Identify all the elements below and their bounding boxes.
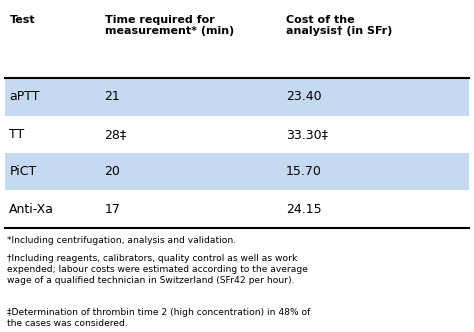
Bar xyxy=(5,78,469,116)
Bar xyxy=(5,116,469,153)
Text: aPTT: aPTT xyxy=(9,90,40,103)
Text: 21: 21 xyxy=(105,90,120,103)
Text: *Including centrifugation, analysis and validation.: *Including centrifugation, analysis and … xyxy=(7,236,236,245)
Text: 17: 17 xyxy=(105,203,120,215)
Text: 24.15: 24.15 xyxy=(286,203,321,215)
Text: 15.70: 15.70 xyxy=(286,165,322,178)
Text: Anti-Xa: Anti-Xa xyxy=(9,203,55,215)
Text: Time required for
measurement* (min): Time required for measurement* (min) xyxy=(105,15,234,36)
Text: PiCT: PiCT xyxy=(9,165,36,178)
Bar xyxy=(5,190,469,228)
Text: 33.30‡: 33.30‡ xyxy=(286,128,328,141)
Bar xyxy=(5,153,469,190)
Text: Test: Test xyxy=(9,15,35,25)
Text: 20: 20 xyxy=(105,165,120,178)
Text: 28‡: 28‡ xyxy=(105,128,127,141)
Text: †Including reagents, calibrators, quality control as well as work
expended; labo: †Including reagents, calibrators, qualit… xyxy=(7,254,308,285)
Text: ‡Determination of thrombin time 2 (high concentration) in 48% of
the cases was c: ‡Determination of thrombin time 2 (high … xyxy=(7,307,310,328)
Text: Cost of the
analysis† (in SFr): Cost of the analysis† (in SFr) xyxy=(286,15,392,36)
Text: 23.40: 23.40 xyxy=(286,90,321,103)
Text: TT: TT xyxy=(9,128,25,141)
